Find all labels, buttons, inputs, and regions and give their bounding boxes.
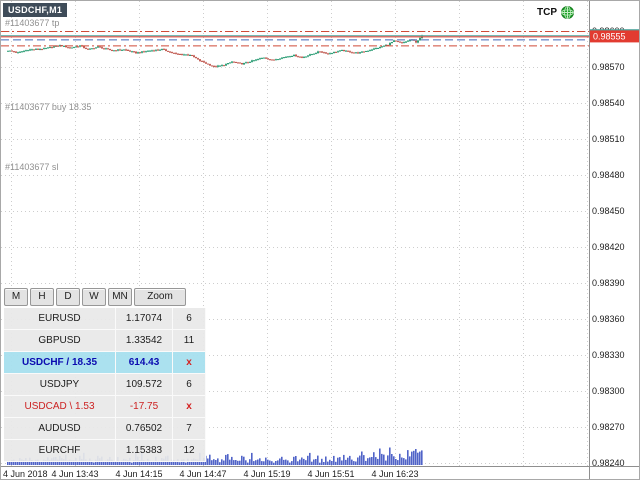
- quote-value: 1.33542: [116, 330, 173, 351]
- grid: [1, 1, 589, 466]
- time-axis-label: 4 Jun 16:23: [371, 469, 418, 479]
- symbol-label: USDCAD \ 1.53: [4, 396, 116, 417]
- quote-row-usdchf[interactable]: USDCHF / 18.35 614.43 x: [4, 352, 206, 374]
- spread-value: 7: [173, 418, 206, 439]
- chart-symbol-label: USDCHF,M1: [3, 3, 68, 17]
- price-axis-label: 0.98360: [592, 314, 625, 324]
- spread-value: 6: [173, 308, 206, 329]
- spread-value: 12: [173, 440, 206, 461]
- price-axis-label: 0.98510: [592, 134, 625, 144]
- connection-label: TCP: [537, 7, 557, 18]
- connection-status: TCP: [537, 6, 574, 19]
- quote-row-usdjpy[interactable]: USDJPY 109.572 6: [4, 374, 206, 396]
- quote-value: -17.75: [116, 396, 173, 417]
- symbol-label: USDCHF / 18.35: [4, 352, 116, 373]
- price-axis-label: 0.98390: [592, 278, 625, 288]
- close-position-button[interactable]: x: [173, 352, 206, 373]
- quotes-table: EURUSD 1.17074 6 GBPUSD 1.33542 11 USDCHF / 18…: [4, 308, 206, 462]
- symbol-label: USDJPY: [4, 374, 116, 395]
- quote-row-eurchf[interactable]: EURCHF 1.15383 12: [4, 440, 206, 462]
- quote-row-usdcad[interactable]: USDCAD \ 1.53 -17.75 x: [4, 396, 206, 418]
- time-axis-label: 4 Jun 15:51: [307, 469, 354, 479]
- globe-icon: [561, 6, 574, 19]
- quote-value: 614.43: [116, 352, 173, 373]
- symbol-label: EURUSD: [4, 308, 116, 329]
- price-axis-label: 0.98420: [592, 242, 625, 252]
- price-axis-label: 0.98480: [592, 170, 625, 180]
- price-axis-label: 0.98450: [592, 206, 625, 216]
- buy-order-label: #11403677 buy 18.35: [5, 102, 92, 112]
- price-axis-label: 0.98270: [592, 422, 625, 432]
- quote-value: 1.15383: [116, 440, 173, 461]
- sl-order-label: #11403677 sl: [5, 162, 59, 172]
- spread-value: 11: [173, 330, 206, 351]
- quote-row-gbpusd[interactable]: GBPUSD 1.33542 11: [4, 330, 206, 352]
- bid-price-badge: [590, 30, 639, 43]
- time-axis-label: 4 Jun 13:43: [51, 469, 98, 479]
- symbol-label: EURCHF: [4, 440, 116, 461]
- time-axis-label: 4 Jun 2018: [3, 469, 48, 479]
- quote-row-eurusd[interactable]: EURUSD 1.17074 6: [4, 308, 206, 330]
- period-button-d[interactable]: D: [56, 288, 80, 306]
- period-button-mn[interactable]: MN: [108, 288, 132, 306]
- candlesticks: [7, 34, 423, 68]
- period-button-w[interactable]: W: [82, 288, 106, 306]
- period-button-h[interactable]: H: [30, 288, 54, 306]
- quote-value: 109.572: [116, 374, 173, 395]
- tp-order-label: #11403677 tp: [5, 18, 60, 28]
- symbol-label: GBPUSD: [4, 330, 116, 351]
- quote-value: 0.76502: [116, 418, 173, 439]
- price-axis-label: 0.98540: [592, 98, 625, 108]
- bid-price-badge-value: 0.98555: [593, 31, 626, 41]
- price-axis-label: 0.98570: [592, 62, 625, 72]
- price-axis-label: 0.98240: [592, 458, 625, 468]
- level-lines: [1, 31, 589, 47]
- price-axis-label: 0.98330: [592, 350, 625, 360]
- period-button-m[interactable]: M: [4, 288, 28, 306]
- period-button-zoom[interactable]: Zoom: [134, 288, 186, 306]
- close-position-button[interactable]: x: [173, 396, 206, 417]
- quote-value: 1.17074: [116, 308, 173, 329]
- symbol-label: AUDUSD: [4, 418, 116, 439]
- time-axis-label: 4 Jun 14:15: [115, 469, 162, 479]
- time-axis-label: 4 Jun 14:47: [179, 469, 226, 479]
- quote-row-audusd[interactable]: AUDUSD 0.76502 7: [4, 418, 206, 440]
- period-buttons: M H D W MN Zoom: [4, 288, 206, 306]
- quotes-panel: M H D W MN Zoom EURUSD 1.17074 6 GBPUSD 1.33542 11…: [4, 288, 206, 462]
- time-axis-label: 4 Jun 15:19: [243, 469, 290, 479]
- price-axis-label: 0.98300: [592, 386, 625, 396]
- spread-value: 6: [173, 374, 206, 395]
